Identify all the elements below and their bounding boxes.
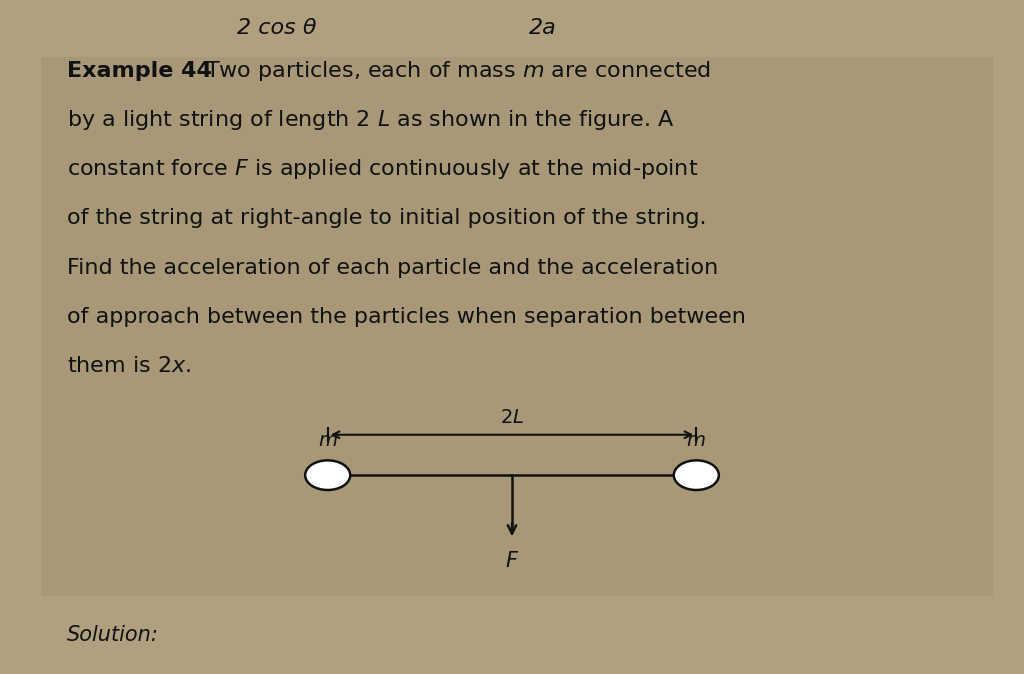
Text: of the string at right-angle to initial position of the string.: of the string at right-angle to initial … bbox=[67, 208, 707, 228]
Text: Solution:: Solution: bbox=[67, 625, 159, 645]
Text: $F$: $F$ bbox=[505, 551, 519, 572]
Text: $m$: $m$ bbox=[686, 431, 707, 450]
Text: 2 cos θ: 2 cos θ bbox=[237, 18, 316, 38]
Circle shape bbox=[674, 460, 719, 490]
Text: 2a: 2a bbox=[528, 18, 557, 38]
Text: Two particles, each of mass $m$ are connected: Two particles, each of mass $m$ are conn… bbox=[191, 59, 712, 83]
Circle shape bbox=[305, 460, 350, 490]
Text: $2L$: $2L$ bbox=[500, 408, 524, 427]
Text: of approach between the particles when separation between: of approach between the particles when s… bbox=[67, 307, 745, 327]
Text: constant force $F$ is applied continuously at the mid-point: constant force $F$ is applied continuous… bbox=[67, 157, 698, 181]
Text: them is 2$x$.: them is 2$x$. bbox=[67, 356, 190, 376]
FancyBboxPatch shape bbox=[41, 57, 993, 596]
Text: Find the acceleration of each particle and the acceleration: Find the acceleration of each particle a… bbox=[67, 257, 718, 278]
Text: by a light string of length 2 $L$ as shown in the figure. A: by a light string of length 2 $L$ as sho… bbox=[67, 108, 675, 132]
Text: $m$: $m$ bbox=[317, 431, 338, 450]
Text: Example 44: Example 44 bbox=[67, 61, 211, 81]
